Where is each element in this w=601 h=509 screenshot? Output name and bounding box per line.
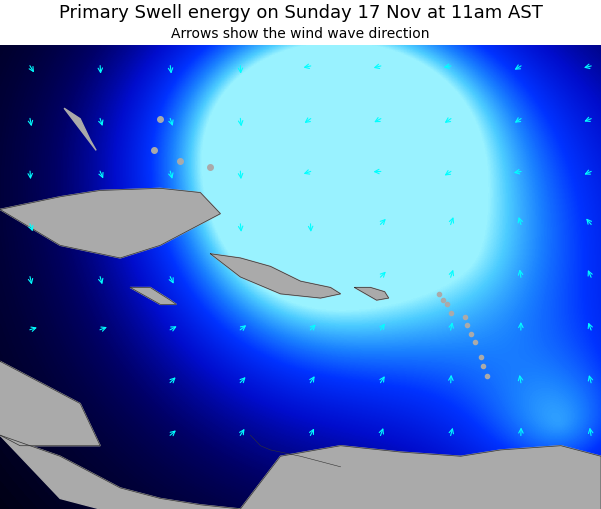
Polygon shape [130,288,176,305]
Polygon shape [210,254,341,298]
Polygon shape [0,361,100,446]
Text: Arrows show the wind wave direction: Arrows show the wind wave direction [171,27,430,41]
Polygon shape [0,189,221,259]
Polygon shape [0,435,601,509]
Polygon shape [64,109,96,151]
Polygon shape [355,288,389,300]
Text: Primary Swell energy on Sunday 17 Nov at 11am AST: Primary Swell energy on Sunday 17 Nov at… [58,4,543,22]
